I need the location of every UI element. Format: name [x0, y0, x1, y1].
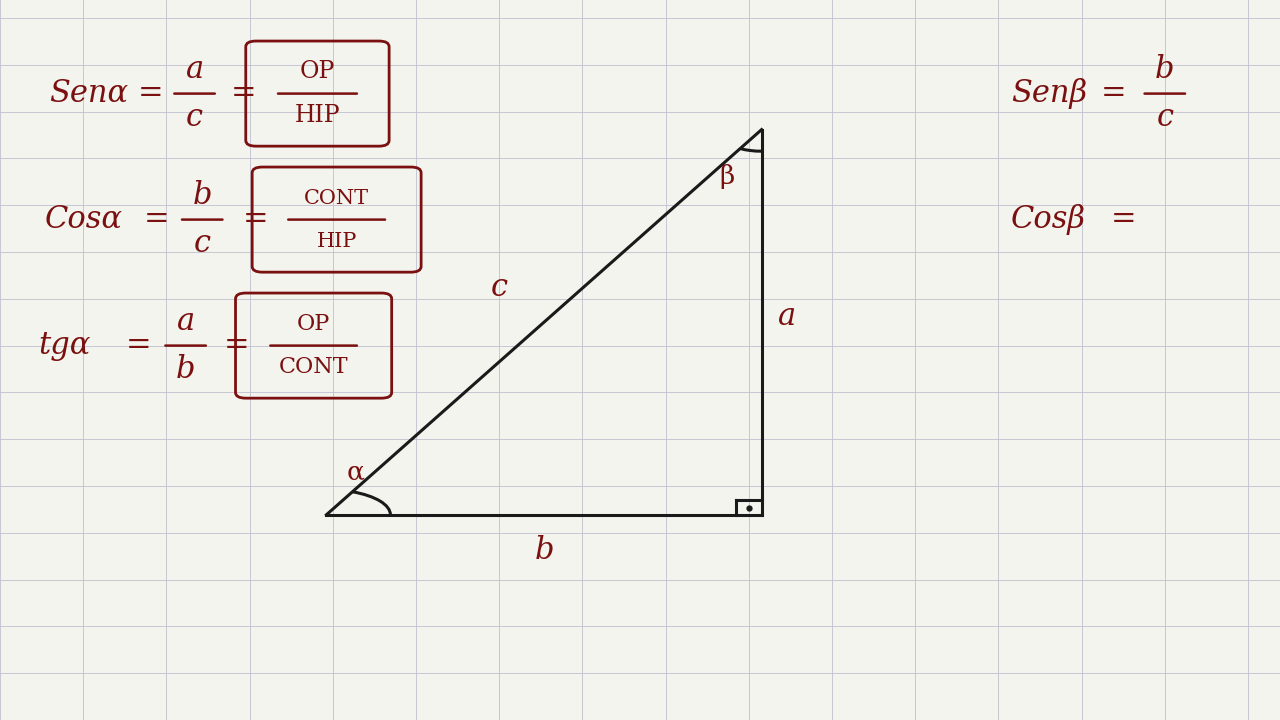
Text: a: a	[778, 301, 796, 333]
Text: tgα: tgα	[38, 330, 91, 361]
Text: CONT: CONT	[305, 189, 369, 207]
Text: =: =	[224, 330, 250, 361]
Text: HIP: HIP	[316, 232, 357, 251]
Text: =: =	[230, 78, 256, 109]
Text: α: α	[347, 459, 365, 484]
Text: Cosβ: Cosβ	[1011, 204, 1087, 235]
Text: a: a	[177, 306, 195, 338]
Text: HIP: HIP	[294, 104, 340, 127]
Text: b: b	[1155, 54, 1175, 86]
Text: Senβ: Senβ	[1011, 78, 1087, 109]
Text: c: c	[490, 272, 508, 304]
Text: a: a	[186, 54, 204, 86]
Text: b: b	[534, 535, 554, 567]
Text: =: =	[1111, 204, 1137, 235]
Text: β: β	[719, 164, 735, 189]
Text: CONT: CONT	[279, 356, 348, 378]
Text: Senα: Senα	[49, 78, 128, 109]
Text: =: =	[143, 204, 169, 235]
Text: b: b	[175, 354, 196, 385]
Text: c: c	[1156, 102, 1174, 133]
Text: c: c	[186, 102, 204, 133]
Text: =: =	[243, 204, 269, 235]
Text: b: b	[192, 180, 212, 212]
Text: =: =	[138, 78, 164, 109]
Text: OP: OP	[300, 60, 335, 84]
Text: =: =	[125, 330, 151, 361]
Text: OP: OP	[297, 313, 330, 335]
Text: c: c	[193, 228, 211, 259]
Text: Cosα: Cosα	[45, 204, 123, 235]
Text: =: =	[1101, 78, 1126, 109]
